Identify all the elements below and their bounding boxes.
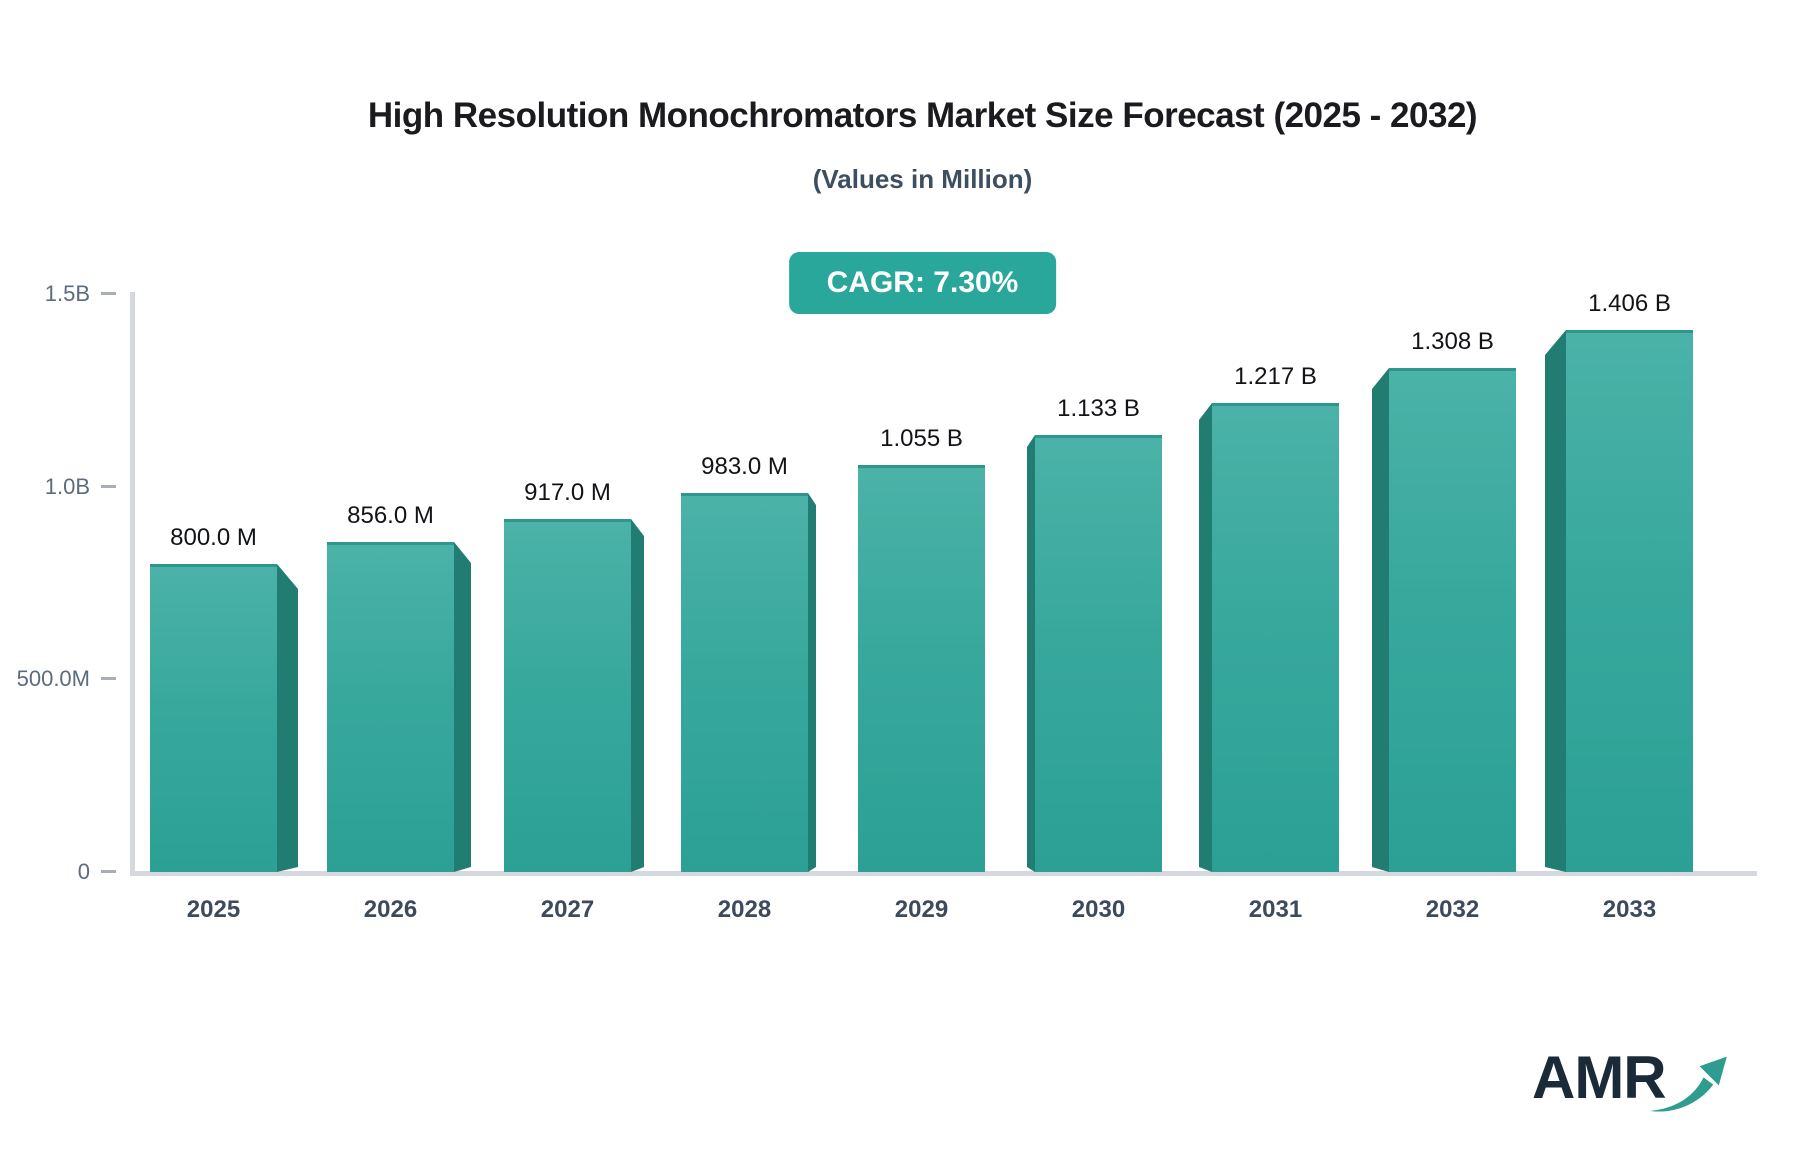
y-axis-tick-label: 0 <box>77 859 90 884</box>
bar-side-face <box>1372 368 1389 872</box>
x-axis-label: 2032 <box>1425 896 1480 923</box>
x-axis-label: 2033 <box>1602 896 1657 923</box>
x-axis-label: 2026 <box>363 896 418 923</box>
bar <box>504 519 631 872</box>
bar-value-label: 983.0 M <box>701 453 788 480</box>
bar-value-label: 1.406 B <box>1588 290 1671 317</box>
y-axis-tick-mark <box>101 677 116 681</box>
y-axis-line <box>130 292 135 876</box>
bar-value-label: 1.217 B <box>1234 363 1317 390</box>
bar-side-face <box>1027 435 1035 872</box>
amr-logo: AMR <box>1532 1048 1730 1116</box>
bar-value-label: 800.0 M <box>170 524 257 551</box>
y-axis-tick-label: 500.0M <box>16 666 90 692</box>
x-axis-label: 2028 <box>717 896 772 923</box>
y-axis-tick-label: 1.0B <box>44 473 90 499</box>
bar-side-face <box>1545 330 1566 872</box>
bar-value-label: 1.133 B <box>1057 395 1140 422</box>
x-axis-label: 2025 <box>186 896 241 923</box>
bar-value-label: 856.0 M <box>347 502 434 529</box>
y-axis-tick-mark <box>101 292 116 295</box>
bar <box>1389 368 1516 872</box>
x-axis-label: 2029 <box>894 896 949 923</box>
bar <box>858 465 985 872</box>
x-axis-baseline <box>130 871 1757 876</box>
bar <box>150 564 277 872</box>
amr-logo-text: AMR <box>1532 1044 1667 1111</box>
bar-value-label: 1.055 B <box>880 425 963 452</box>
bar-side-face <box>808 493 816 872</box>
chart-title: High Resolution Monochromators Market Si… <box>367 96 1478 135</box>
bar-side-face <box>454 542 471 872</box>
chart-subtitle: (Values in Million) <box>812 164 1033 194</box>
bar-side-face <box>631 519 644 872</box>
bar-value-label: 1.308 B <box>1411 328 1494 355</box>
bar <box>1566 330 1693 872</box>
y-axis-tick-mark <box>101 870 116 873</box>
bar-chart-plot-area: 800.0 M 2025 856.0 M 2026 917.0 M 2027 983.0 M… <box>135 290 1757 923</box>
cagr-badge: CAGR: 7.30% <box>788 252 1057 314</box>
bar-side-face <box>277 564 298 872</box>
x-axis-label: 2031 <box>1248 896 1303 923</box>
bar <box>327 542 454 872</box>
x-axis-label: 2027 <box>540 896 595 923</box>
bar-value-label: 917.0 M <box>524 479 611 506</box>
bar <box>1035 435 1162 872</box>
growth-arrow-icon <box>1649 1056 1727 1112</box>
bar <box>1212 403 1339 872</box>
y-axis-tick-label: 1.5B <box>44 281 90 306</box>
y-axis-tick-mark <box>101 484 116 488</box>
bar-side-face <box>1199 403 1212 872</box>
x-axis-label: 2030 <box>1071 896 1126 923</box>
bar <box>681 493 808 872</box>
